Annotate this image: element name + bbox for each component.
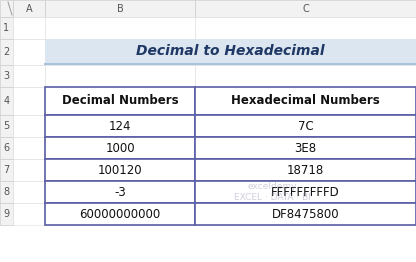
Bar	[0, 39, 13, 65]
Bar	[45, 39, 195, 65]
Bar	[195, 65, 416, 87]
Bar	[0, 87, 13, 115]
Bar	[45, 39, 416, 65]
Bar	[195, 203, 416, 225]
Text: 3E8: 3E8	[295, 141, 317, 155]
Text: A: A	[26, 3, 32, 14]
Bar	[45, 203, 195, 225]
Bar	[45, 181, 195, 203]
Text: exceldemy
EXCEL · DATA · BI: exceldemy EXCEL · DATA · BI	[234, 182, 311, 202]
Bar	[0, 137, 13, 159]
Text: 60000000000: 60000000000	[79, 208, 161, 221]
Bar	[45, 203, 195, 225]
Bar	[195, 87, 416, 115]
Bar	[195, 17, 416, 39]
Bar	[13, 137, 45, 159]
Bar	[195, 181, 416, 203]
Bar	[195, 203, 416, 225]
Bar	[0, 181, 13, 203]
Bar	[195, 115, 416, 137]
Bar	[195, 39, 416, 65]
Bar	[45, 159, 195, 181]
Bar	[0, 203, 13, 225]
Text: Decimal Numbers: Decimal Numbers	[62, 95, 178, 107]
Bar	[13, 39, 45, 65]
Text: 5: 5	[3, 121, 10, 131]
Bar	[45, 115, 195, 137]
Bar	[45, 87, 195, 115]
Bar	[13, 115, 45, 137]
Bar	[195, 87, 416, 115]
Text: 8: 8	[3, 187, 10, 197]
Bar	[13, 203, 45, 225]
Text: 124: 124	[109, 119, 131, 133]
Bar	[45, 137, 195, 159]
Bar	[195, 137, 416, 159]
Bar	[195, 137, 416, 159]
Text: 4: 4	[3, 96, 10, 106]
Bar	[13, 17, 45, 39]
Text: Decimal to Hexadecimal: Decimal to Hexadecimal	[136, 44, 325, 58]
Bar	[13, 87, 45, 115]
Bar	[0, 65, 13, 87]
Text: 6: 6	[3, 143, 10, 153]
Text: FFFFFFFFFD: FFFFFFFFFD	[271, 185, 340, 199]
Text: 18718: 18718	[287, 163, 324, 177]
Bar	[13, 0, 45, 17]
Bar	[45, 17, 195, 39]
Bar	[195, 159, 416, 181]
Text: C: C	[302, 3, 309, 14]
Bar	[45, 115, 195, 137]
Text: 1: 1	[3, 23, 10, 33]
Text: 100120: 100120	[98, 163, 142, 177]
Bar	[45, 65, 195, 87]
Text: 3: 3	[3, 71, 10, 81]
Bar	[195, 115, 416, 137]
Bar	[45, 159, 195, 181]
Bar	[0, 17, 13, 39]
Text: B: B	[116, 3, 124, 14]
Text: Hexadecimal Numbers: Hexadecimal Numbers	[231, 95, 380, 107]
Bar	[45, 181, 195, 203]
Bar	[45, 0, 195, 17]
Text: -3: -3	[114, 185, 126, 199]
Bar	[0, 0, 13, 17]
Bar	[13, 159, 45, 181]
Text: 7: 7	[3, 165, 10, 175]
Bar	[195, 0, 416, 17]
Bar	[13, 181, 45, 203]
Text: 7C: 7C	[297, 119, 313, 133]
Bar	[13, 65, 45, 87]
Bar	[195, 159, 416, 181]
Bar	[0, 115, 13, 137]
Text: DF8475800: DF8475800	[272, 208, 339, 221]
Text: 9: 9	[3, 209, 10, 219]
Bar	[0, 159, 13, 181]
Text: 2: 2	[3, 47, 10, 57]
Text: 1000: 1000	[105, 141, 135, 155]
Bar	[195, 181, 416, 203]
Bar	[45, 87, 195, 115]
Bar	[45, 137, 195, 159]
